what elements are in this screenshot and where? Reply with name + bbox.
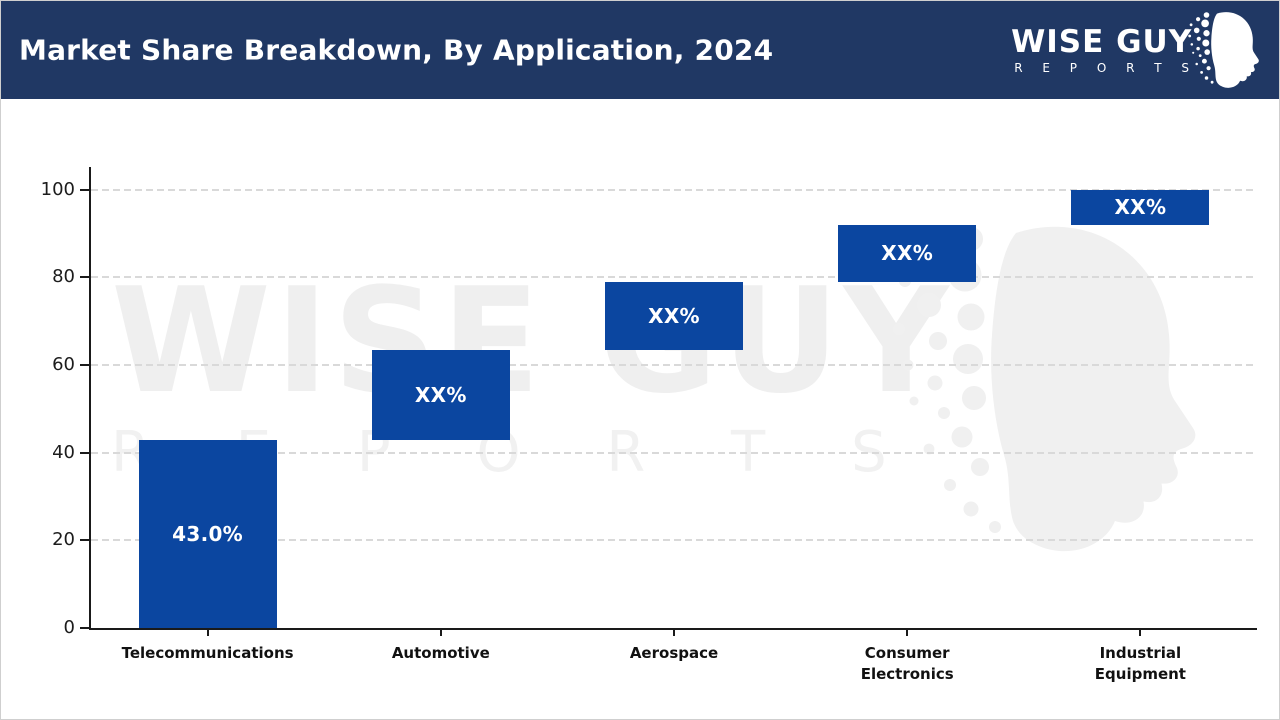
bar-value-label: XX%	[648, 303, 700, 328]
bar-automotive: XX%	[371, 349, 510, 440]
bar-value-label: 43.0%	[172, 521, 244, 546]
gridline-100	[91, 188, 1257, 191]
y-tick-label: 100	[40, 178, 75, 200]
y-tick-mark	[80, 276, 89, 279]
bar-consumer-electronics: XX%	[838, 224, 977, 282]
y-tick-label: 20	[52, 529, 75, 551]
bar-value-label: XX%	[1114, 195, 1167, 220]
gridline-60	[91, 364, 1257, 367]
x-tick-mark	[906, 628, 909, 636]
y-tick-mark	[80, 188, 89, 191]
page-title: Market Share Breakdown, By Application, …	[19, 33, 774, 67]
y-tick-mark	[80, 364, 89, 367]
gridline-40	[91, 451, 1257, 454]
x-tick-mark	[206, 628, 209, 636]
x-tick-label: Consumer Electronics	[860, 644, 954, 683]
logo-wordmark-line1: WISE GUY	[1011, 24, 1193, 61]
x-tick-mark	[673, 628, 675, 636]
bar-aerospace: XX%	[605, 281, 743, 350]
x-tick-label: Telecommunications	[121, 644, 294, 662]
bar-telecommunications: 43.0%	[138, 439, 277, 628]
y-tick-label: 0	[63, 617, 75, 638]
x-tick-mark	[439, 628, 442, 636]
y-tick-label: 60	[52, 354, 75, 376]
bar-industrial-equipment: XX%	[1071, 189, 1210, 225]
y-tick-mark	[80, 539, 89, 542]
logo-wordmark: WISE GUY R E P O R T S	[1006, 25, 1197, 74]
gridline-80	[91, 276, 1257, 279]
y-tick-label: 40	[52, 441, 75, 463]
x-tick-label: Aerospace	[629, 644, 719, 662]
gridline-20	[91, 539, 1257, 542]
bar-value-label: XX%	[881, 241, 934, 266]
header: Market Share Breakdown, By Application, …	[1, 1, 1279, 99]
y-tick-mark	[80, 451, 89, 454]
logo-head-icon	[1188, 12, 1259, 88]
y-tick-mark	[80, 627, 89, 629]
y-tick-label: 80	[52, 266, 75, 288]
x-tick-label: Automotive	[391, 644, 490, 662]
x-tick-mark	[1139, 628, 1142, 636]
plot-area: 0 20 40 60 80 100 43.0% Telecommunications XX% Au…	[41, 167, 1257, 683]
logo-wordmark-line2: R E P O R T S	[1014, 60, 1197, 75]
logo: WISE GUY R E P O R T S	[1006, 8, 1265, 92]
x-tick-label: Industrial Equipment	[1094, 644, 1186, 683]
bar-value-label: XX%	[414, 382, 467, 407]
